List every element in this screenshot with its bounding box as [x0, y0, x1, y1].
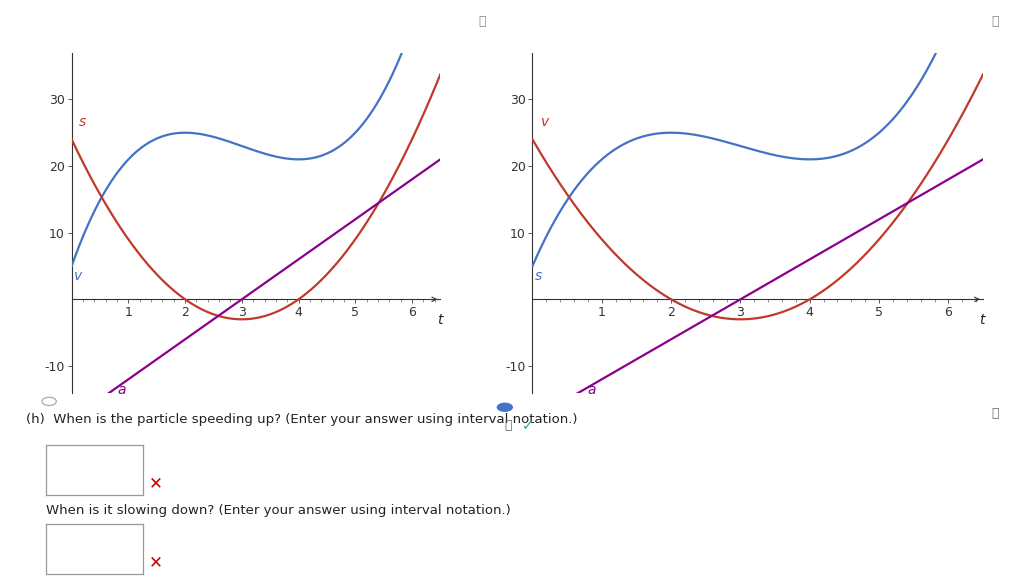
Text: ✕: ✕ [148, 553, 163, 571]
Text: s: s [536, 268, 543, 282]
Text: ⓘ: ⓘ [478, 15, 485, 28]
Text: a: a [588, 383, 596, 397]
Text: ⓘ: ⓘ [991, 15, 998, 28]
Text: v: v [74, 268, 82, 282]
Text: (h)  When is the particle speeding up? (Enter your answer using interval notatio: (h) When is the particle speeding up? (E… [26, 413, 578, 426]
Text: When is it slowing down? (Enter your answer using interval notation.): When is it slowing down? (Enter your ans… [46, 504, 511, 517]
Text: t: t [437, 313, 443, 326]
Text: a: a [117, 383, 126, 397]
Text: ✓: ✓ [522, 419, 534, 433]
Text: ⓘ: ⓘ [505, 419, 512, 432]
Text: v: v [541, 115, 549, 130]
Text: s: s [79, 115, 86, 130]
Text: t: t [980, 313, 985, 326]
Text: ✕: ✕ [148, 474, 163, 492]
Text: ⓘ: ⓘ [991, 407, 998, 420]
